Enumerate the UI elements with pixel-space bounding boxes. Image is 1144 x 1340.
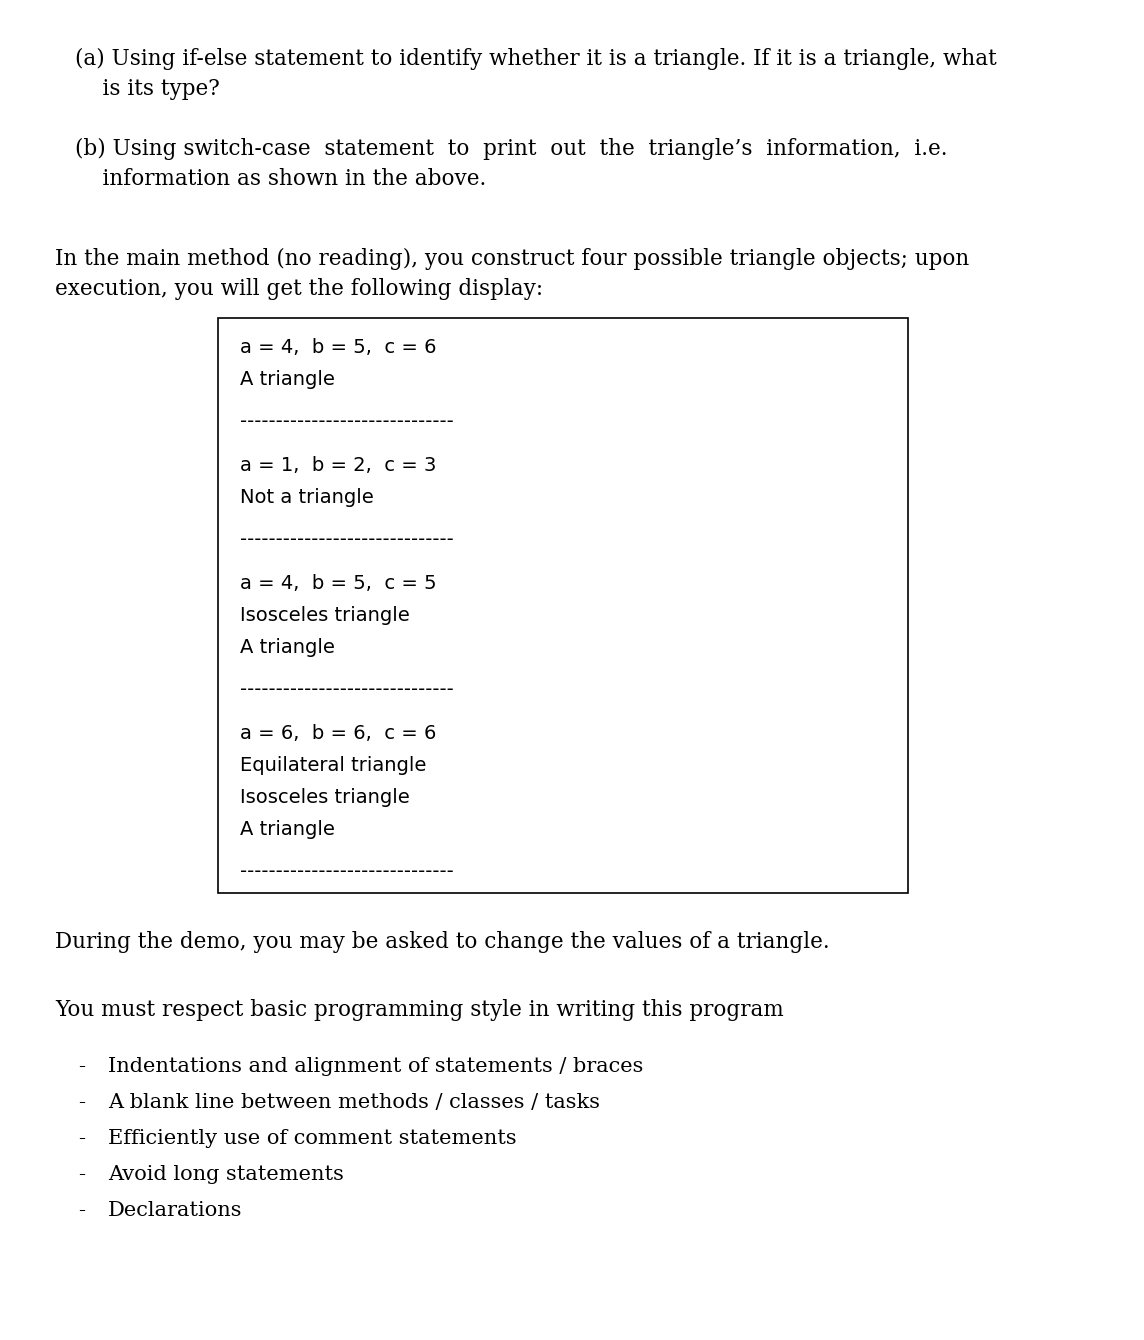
Text: During the demo, you may be asked to change the values of a triangle.: During the demo, you may be asked to cha… bbox=[55, 931, 829, 953]
Text: -: - bbox=[78, 1130, 85, 1148]
Text: -: - bbox=[78, 1093, 85, 1112]
Text: ------------------------------: ------------------------------ bbox=[240, 411, 454, 431]
Text: information as shown in the above.: information as shown in the above. bbox=[76, 168, 486, 190]
Text: -: - bbox=[78, 1057, 85, 1076]
Text: a = 6,  b = 6,  c = 6: a = 6, b = 6, c = 6 bbox=[240, 724, 436, 742]
Text: Avoid long statements: Avoid long statements bbox=[108, 1164, 344, 1185]
Text: ------------------------------: ------------------------------ bbox=[240, 531, 454, 549]
Text: Not a triangle: Not a triangle bbox=[240, 488, 374, 507]
Text: Efficiently use of comment statements: Efficiently use of comment statements bbox=[108, 1130, 517, 1148]
Text: A triangle: A triangle bbox=[240, 638, 335, 657]
Text: Declarations: Declarations bbox=[108, 1201, 243, 1219]
Text: A triangle: A triangle bbox=[240, 820, 335, 839]
Text: Equilateral triangle: Equilateral triangle bbox=[240, 756, 427, 775]
Text: Isosceles triangle: Isosceles triangle bbox=[240, 788, 410, 807]
Text: In the main method (no reading), you construct four possible triangle objects; u: In the main method (no reading), you con… bbox=[55, 248, 969, 271]
Text: a = 4,  b = 5,  c = 6: a = 4, b = 5, c = 6 bbox=[240, 338, 437, 356]
Text: ------------------------------: ------------------------------ bbox=[240, 679, 454, 699]
Bar bbox=[219, 318, 908, 892]
Text: A triangle: A triangle bbox=[240, 370, 335, 389]
Text: is its type?: is its type? bbox=[76, 78, 220, 100]
Text: (b) Using switch-case  statement  to  print  out  the  triangle’s  information, : (b) Using switch-case statement to print… bbox=[76, 138, 947, 159]
Text: Isosceles triangle: Isosceles triangle bbox=[240, 606, 410, 624]
Text: -: - bbox=[78, 1201, 85, 1219]
Text: ------------------------------: ------------------------------ bbox=[240, 862, 454, 880]
Text: -: - bbox=[78, 1164, 85, 1185]
Text: execution, you will get the following display:: execution, you will get the following di… bbox=[55, 277, 543, 300]
Text: a = 4,  b = 5,  c = 5: a = 4, b = 5, c = 5 bbox=[240, 574, 437, 594]
Text: Indentations and alignment of statements / braces: Indentations and alignment of statements… bbox=[108, 1057, 643, 1076]
Text: You must respect basic programming style in writing this program: You must respect basic programming style… bbox=[55, 1000, 784, 1021]
Text: A blank line between methods / classes / tasks: A blank line between methods / classes /… bbox=[108, 1093, 599, 1112]
Text: a = 1,  b = 2,  c = 3: a = 1, b = 2, c = 3 bbox=[240, 456, 436, 474]
Text: (a) Using if-else statement to identify whether it is a triangle. If it is a tri: (a) Using if-else statement to identify … bbox=[76, 48, 996, 70]
